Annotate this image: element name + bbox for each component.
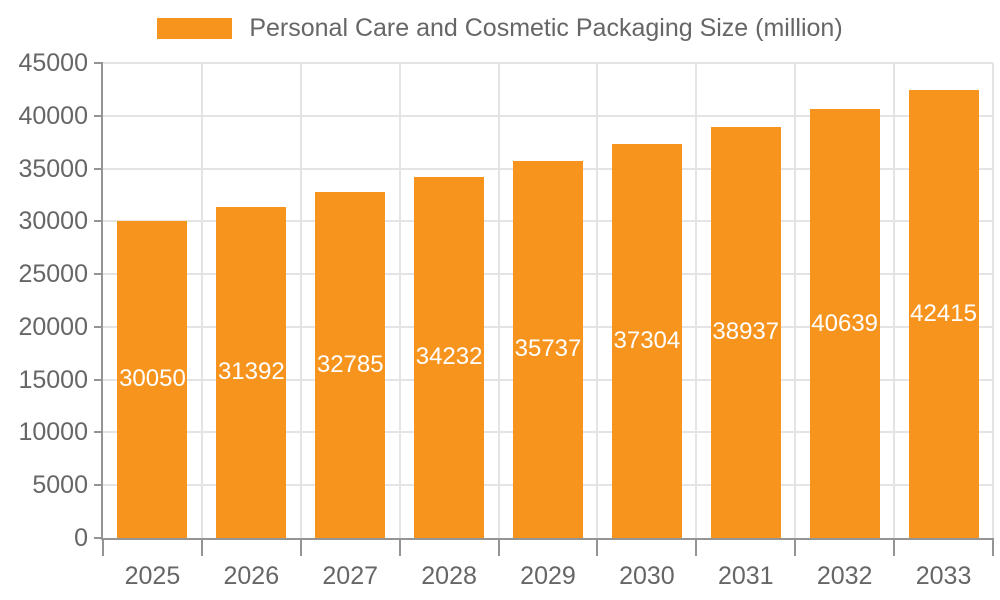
y-axis-label: 0 (74, 524, 88, 552)
gridline-vertical (893, 63, 896, 538)
x-axis-tick (102, 538, 104, 556)
legend-item[interactable]: Personal Care and Cosmetic Packaging Siz… (0, 14, 1000, 42)
gridline-vertical (695, 63, 698, 538)
bar-2025[interactable]: 30050 (117, 220, 188, 538)
y-axis-tick (94, 484, 103, 487)
bar-2028[interactable]: 34232 (414, 176, 485, 538)
gridline-horizontal (103, 62, 993, 64)
bar-value-label: 31392 (217, 358, 285, 386)
y-axis-tick (94, 273, 103, 276)
x-axis-label: 2032 (816, 562, 873, 590)
bar-2029[interactable]: 35737 (513, 160, 583, 538)
x-axis-label: 2026 (223, 562, 280, 590)
bar-value-label: 37304 (613, 327, 681, 355)
bar-2026[interactable]: 31392 (216, 206, 287, 538)
x-axis-label: 2028 (421, 562, 477, 590)
bar-value-label: 42415 (910, 300, 977, 328)
x-axis-tick (695, 538, 698, 556)
legend-label: Personal Care and Cosmetic Packaging Siz… (249, 14, 843, 42)
legend-swatch (157, 17, 233, 39)
gridline-vertical (992, 63, 994, 538)
x-axis-label: 2029 (520, 562, 576, 590)
x-axis-label: 2033 (915, 562, 972, 590)
bar-value-label: 30050 (119, 365, 186, 393)
bar-value-label: 40639 (811, 309, 879, 337)
y-axis-tick (94, 537, 103, 539)
y-axis-label: 25000 (18, 260, 88, 289)
x-axis-line (101, 538, 993, 540)
x-axis-tick (596, 538, 599, 556)
y-axis-tick (94, 431, 103, 434)
x-axis-tick (497, 538, 500, 556)
y-axis-label: 20000 (18, 312, 88, 341)
y-axis-tick (94, 378, 103, 381)
bar-2033[interactable]: 42415 (908, 90, 979, 538)
gridline-vertical (200, 63, 203, 538)
y-axis-tick (94, 220, 103, 223)
bar-value-label: 32785 (316, 350, 384, 378)
bar-2030[interactable]: 37304 (611, 144, 682, 538)
bar-2031[interactable]: 38937 (710, 126, 781, 538)
x-axis-label: 2031 (717, 562, 774, 590)
gridline-horizontal (103, 114, 993, 117)
y-axis-label: 45000 (18, 49, 88, 77)
x-axis-label: 2025 (124, 562, 181, 590)
gridline-vertical (497, 63, 500, 538)
bar-2032[interactable]: 40639 (809, 109, 880, 538)
y-axis-tick (94, 167, 103, 170)
y-axis-label: 10000 (18, 418, 88, 447)
x-axis-tick (200, 538, 203, 556)
bar-value-label: 35737 (514, 335, 582, 363)
y-axis-label: 40000 (18, 101, 88, 130)
bar-2027[interactable]: 32785 (315, 191, 386, 538)
y-axis-label: 15000 (18, 365, 88, 394)
gridline-vertical (794, 63, 797, 538)
y-axis-tick (94, 62, 103, 64)
x-axis-label: 2027 (322, 562, 379, 590)
gridline-vertical (596, 63, 599, 538)
y-axis-label: 5000 (32, 471, 88, 500)
y-axis-label: 30000 (18, 207, 88, 236)
y-axis-label: 35000 (18, 154, 88, 183)
bar-value-label: 34232 (415, 343, 483, 371)
bar-value-label: 38937 (712, 318, 780, 346)
y-axis-tick (94, 325, 103, 328)
x-axis-tick (398, 538, 401, 556)
gridline-vertical (398, 63, 401, 538)
x-axis-tick (299, 538, 302, 556)
x-axis-tick (794, 538, 797, 556)
x-axis-label: 2030 (619, 562, 675, 590)
x-axis-tick (992, 538, 994, 556)
y-axis-line (101, 63, 103, 540)
gridline-vertical (299, 63, 302, 538)
x-axis-tick (893, 538, 896, 556)
y-axis-tick (94, 114, 103, 117)
